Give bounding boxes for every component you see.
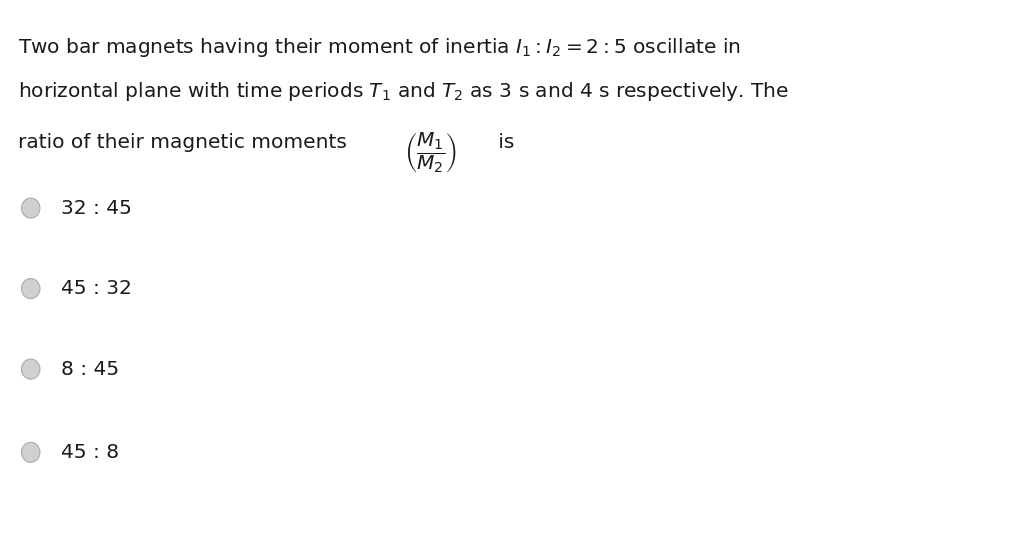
Ellipse shape: [22, 442, 40, 462]
Text: ratio of their magnetic moments: ratio of their magnetic moments: [18, 133, 353, 152]
Text: 45 : 8: 45 : 8: [61, 443, 120, 462]
Ellipse shape: [22, 279, 40, 299]
Text: horizontal plane with time periods $T_1$ and $T_2$ as 3 s and 4 s respectively. : horizontal plane with time periods $T_1$…: [18, 80, 790, 103]
Ellipse shape: [22, 198, 40, 218]
Text: Two bar magnets having their moment of inertia $I_1 : I_2 = 2 : 5$ oscillate in: Two bar magnets having their moment of i…: [18, 36, 741, 59]
Ellipse shape: [22, 359, 40, 379]
Text: is: is: [492, 133, 514, 152]
Text: $\left(\dfrac{M_1}{M_2}\right)$: $\left(\dfrac{M_1}{M_2}\right)$: [404, 130, 458, 175]
Text: 8 : 45: 8 : 45: [61, 360, 120, 379]
Text: 45 : 32: 45 : 32: [61, 279, 132, 298]
Text: 32 : 45: 32 : 45: [61, 199, 132, 218]
